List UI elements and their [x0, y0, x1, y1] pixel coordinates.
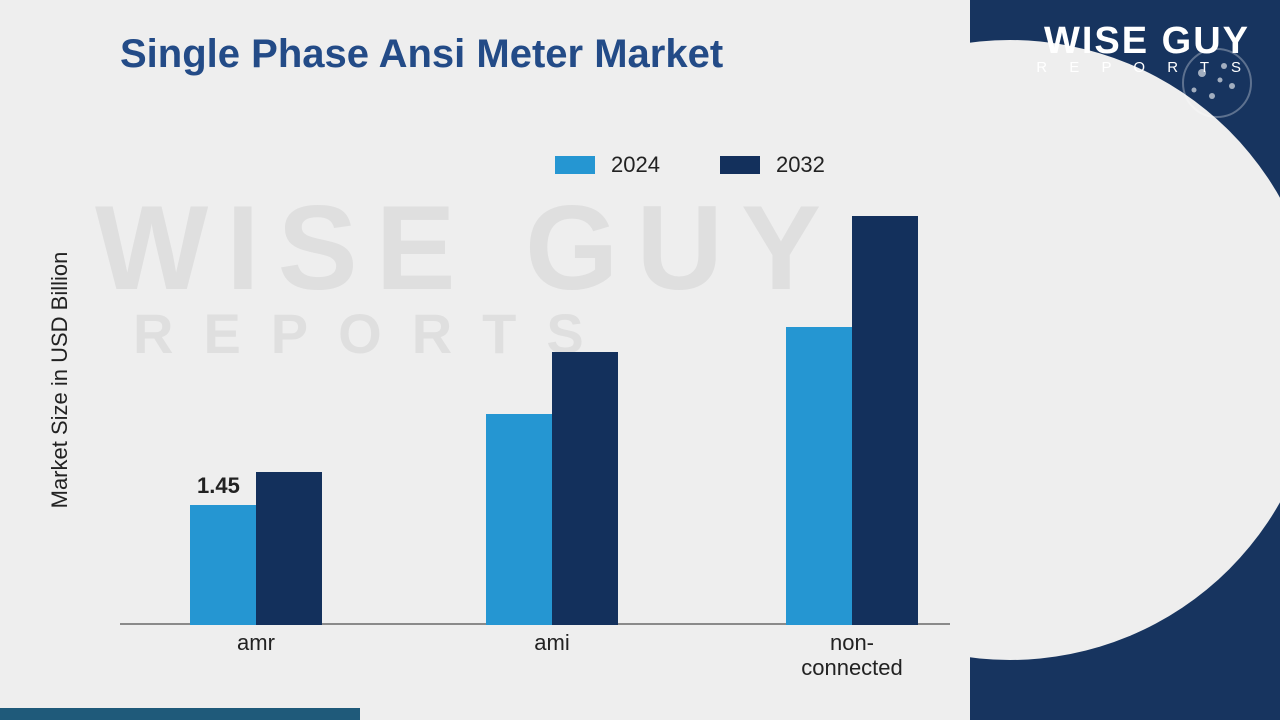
- value-label: 1.45: [197, 473, 240, 499]
- bar-chart: 1.45: [120, 195, 950, 625]
- chart-title: Single Phase Ansi Meter Market: [120, 32, 723, 77]
- legend-label-2032: 2032: [776, 152, 825, 178]
- bar: [786, 327, 852, 625]
- brand-head-icon: [1162, 38, 1262, 138]
- x-tick-label: ami: [534, 630, 569, 655]
- x-axis-labels: amr ami non-connected: [120, 630, 950, 690]
- legend-swatch-2024: [555, 156, 595, 174]
- plot-area: 1.45: [120, 195, 950, 625]
- x-tick-label: amr: [237, 630, 275, 655]
- legend-item-2024: 2024: [555, 152, 660, 178]
- legend-label-2024: 2024: [611, 152, 660, 178]
- bar: [190, 505, 256, 625]
- brand-logo: WISE GUY R E P O R T S: [1036, 20, 1250, 76]
- bottom-accent-bar: [0, 708, 360, 720]
- canvas: WISE GUY REPORTS Single Phase Ansi Meter…: [0, 0, 1280, 720]
- bar: [486, 414, 552, 625]
- x-tick-label: non-connected: [801, 630, 903, 681]
- bar: [552, 352, 618, 625]
- bar: [256, 472, 322, 625]
- y-axis-label: Market Size in USD Billion: [47, 252, 73, 509]
- legend-item-2032: 2032: [720, 152, 825, 178]
- bar: [852, 216, 918, 625]
- legend-swatch-2032: [720, 156, 760, 174]
- legend: 2024 2032: [555, 152, 825, 178]
